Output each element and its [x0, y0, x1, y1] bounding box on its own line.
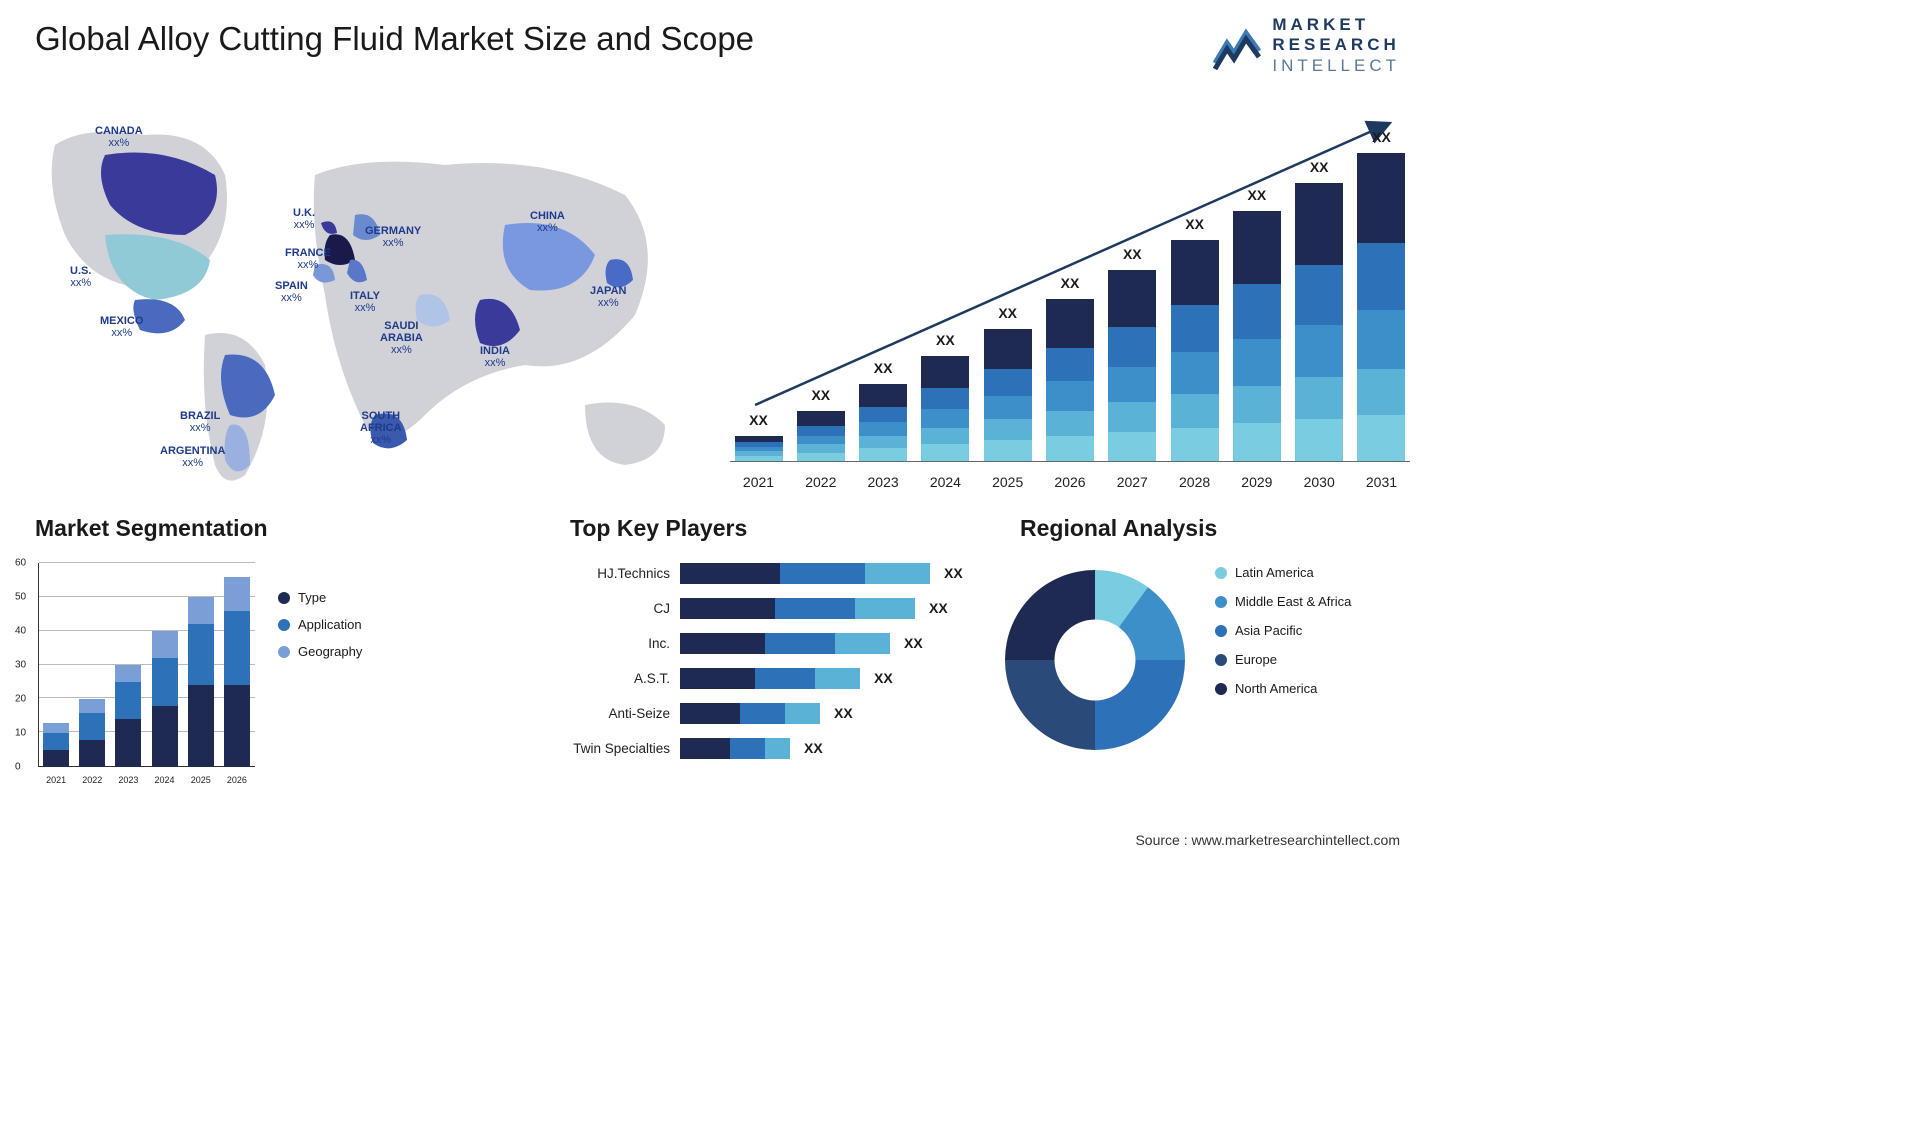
map-label-uk: U.K.xx% [293, 207, 315, 231]
page-title: Global Alloy Cutting Fluid Market Size a… [35, 20, 754, 58]
seg-ytick-0: 0 [15, 762, 21, 773]
main-xlabel-2026: 2026 [1041, 474, 1098, 490]
seg-ytick-60: 60 [15, 558, 26, 569]
seg-xlabel-2022: 2022 [82, 775, 102, 785]
map-label-us: U.S.xx% [70, 265, 91, 289]
key-players-chart: HJ.TechnicsXX CJXX Inc.XX A.S.T.XX Anti-Seiz… [565, 560, 965, 770]
map-label-mexico: MEXICOxx% [100, 315, 143, 339]
regional-legend: Latin America Middle East & Africa Asia Pa… [1215, 565, 1351, 710]
main-bar-2021: XX [730, 436, 787, 461]
main-bar-2031: XX [1353, 153, 1410, 461]
logo-line1: MARKET [1272, 15, 1400, 35]
main-bar-2024: XX [917, 356, 974, 461]
seg-legend-type: Type [278, 590, 362, 605]
seg-xlabel-2026: 2026 [227, 775, 247, 785]
main-bar-2026: XX [1041, 299, 1098, 461]
map-label-southafrica: SOUTHAFRICAxx% [360, 410, 402, 446]
donut-legend-europe: Europe [1215, 652, 1351, 667]
map-label-japan: JAPANxx% [590, 285, 626, 309]
main-xlabel-2029: 2029 [1228, 474, 1285, 490]
main-xlabel-2027: 2027 [1104, 474, 1161, 490]
donut-legend-middleeastafrica: Middle East & Africa [1215, 594, 1351, 609]
map-label-italy: ITALYxx% [350, 290, 380, 314]
main-bar-2025: XX [979, 329, 1036, 461]
map-label-china: CHINAxx% [530, 210, 565, 234]
main-xlabel-2030: 2030 [1291, 474, 1348, 490]
donut-slice-northamerica [1005, 570, 1095, 660]
segmentation-chart: 0 10 20 30 40 50 60 2021 2022 2023 2024 2025 2026 [10, 555, 260, 795]
main-bar-2030: XX [1291, 183, 1348, 461]
brand-logo: MARKET RESEARCH INTELLECT [1212, 15, 1400, 76]
main-xlabel-2022: 2022 [792, 474, 849, 490]
regional-donut [995, 560, 1195, 760]
seg-bar-2021 [43, 723, 69, 767]
seg-xlabel-2021: 2021 [46, 775, 66, 785]
donut-legend-asiapacific: Asia Pacific [1215, 623, 1351, 638]
seg-ytick-20: 20 [15, 694, 26, 705]
key-row-cj: CJXX [565, 595, 965, 621]
map-label-india: INDIAxx% [480, 345, 510, 369]
main-xlabel-2023: 2023 [855, 474, 912, 490]
key-row-twinspecialties: Twin SpecialtiesXX [565, 735, 965, 761]
main-bar-2029: XX [1228, 211, 1285, 461]
seg-ytick-50: 50 [15, 592, 26, 603]
seg-ytick-40: 40 [15, 626, 26, 637]
map-label-argentina: ARGENTINAxx% [160, 445, 225, 469]
seg-xlabel-2023: 2023 [118, 775, 138, 785]
key-row-ast: A.S.T.XX [565, 665, 965, 691]
donut-legend-latinamerica: Latin America [1215, 565, 1351, 580]
map-label-saudiarabia: SAUDIARABIAxx% [380, 320, 423, 356]
map-label-france: FRANCExx% [285, 247, 331, 271]
logo-line3: INTELLECT [1272, 56, 1400, 76]
segmentation-title: Market Segmentation [35, 515, 268, 542]
logo-icon [1212, 21, 1262, 71]
main-xlabel-2031: 2031 [1353, 474, 1410, 490]
source-text: Source : www.marketresearchintellect.com [1135, 832, 1400, 848]
key-players-title: Top Key Players [570, 515, 747, 542]
donut-slice-europe [1005, 660, 1095, 750]
key-row-antiseize: Anti-SeizeXX [565, 700, 965, 726]
map-label-canada: CANADAxx% [95, 125, 143, 149]
map-label-brazil: BRAZILxx% [180, 410, 220, 434]
seg-bar-2022 [79, 699, 105, 767]
segmentation-legend: Type Application Geography [278, 590, 362, 671]
seg-ytick-10: 10 [15, 728, 26, 739]
main-xlabel-2021: 2021 [730, 474, 787, 490]
map-label-germany: GERMANYxx% [365, 225, 421, 249]
main-bar-2027: XX [1104, 270, 1161, 461]
seg-bar-2023 [115, 665, 141, 767]
main-bar-2022: XX [792, 411, 849, 461]
seg-bar-2024 [152, 631, 178, 767]
key-row-hjtechnics: HJ.TechnicsXX [565, 560, 965, 586]
logo-line2: RESEARCH [1272, 35, 1400, 55]
world-map: CANADAxx% U.S.xx% MEXICOxx% BRAZILxx% ARGENT… [25, 95, 705, 495]
seg-legend-application: Application [278, 617, 362, 632]
main-bar-2028: XX [1166, 240, 1223, 461]
seg-ytick-30: 30 [15, 660, 26, 671]
seg-xlabel-2025: 2025 [191, 775, 211, 785]
donut-legend-northamerica: North America [1215, 681, 1351, 696]
map-label-spain: SPAINxx% [275, 280, 308, 304]
seg-bar-2026 [224, 577, 250, 767]
regional-title: Regional Analysis [1020, 515, 1217, 542]
main-xlabel-2024: 2024 [917, 474, 974, 490]
key-row-inc: Inc.XX [565, 630, 965, 656]
seg-bar-2025 [188, 597, 214, 767]
main-bar-chart: XXXXXXXXXXXXXXXXXXXXXX 20212022202320242… [730, 105, 1410, 490]
main-xlabel-2028: 2028 [1166, 474, 1223, 490]
seg-legend-geography: Geography [278, 644, 362, 659]
donut-slice-asiapacific [1095, 660, 1185, 750]
main-xlabel-2025: 2025 [979, 474, 1036, 490]
seg-xlabel-2024: 2024 [155, 775, 175, 785]
main-bar-2023: XX [855, 384, 912, 461]
